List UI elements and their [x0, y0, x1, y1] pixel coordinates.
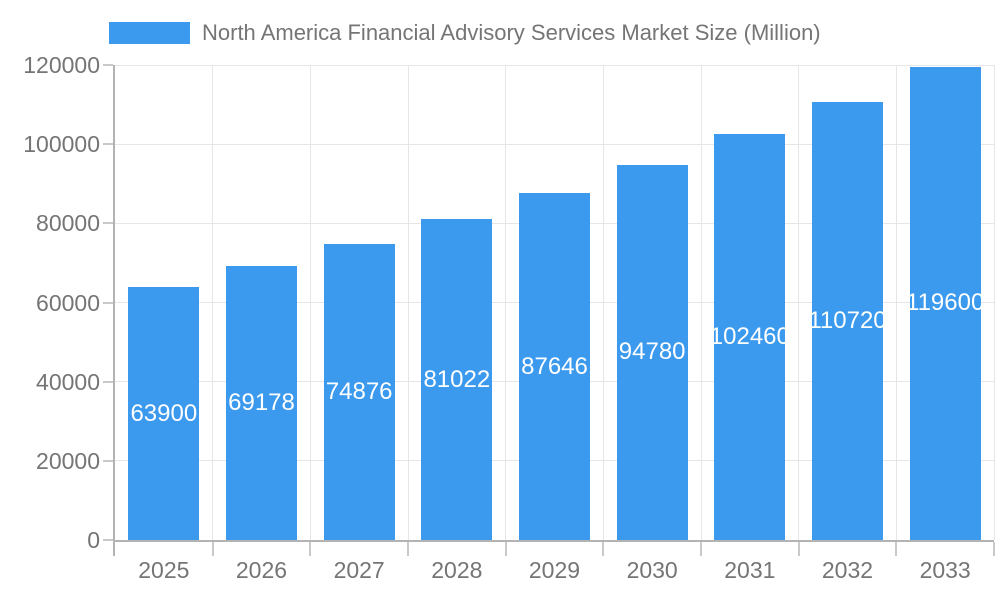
x-tick-label: 2027	[333, 557, 385, 583]
gridline-horizontal	[115, 143, 994, 145]
x-axis-tick	[309, 542, 312, 556]
bar: 119600	[909, 66, 981, 540]
bar-value-label: 63900	[130, 399, 198, 427]
y-axis-tick	[103, 459, 113, 462]
y-tick-label: 100000	[23, 131, 100, 158]
y-axis-tick	[103, 143, 113, 146]
bar-value-label: 87646	[521, 352, 588, 380]
x-tick-label: 2028	[431, 557, 483, 583]
gridline-vertical	[407, 65, 409, 540]
chart-legend-item[interactable]: North America Financial Advisory Service…	[109, 20, 821, 46]
y-tick-label: 80000	[36, 210, 100, 237]
bar: 102460	[714, 134, 786, 540]
y-axis-tick	[103, 301, 113, 304]
y-tick-label: 20000	[36, 447, 100, 474]
legend-swatch	[109, 22, 190, 44]
y-axis-line	[113, 65, 115, 556]
x-tick-label: 2029	[528, 557, 581, 583]
x-axis-tick	[895, 542, 898, 556]
x-axis-tick	[700, 542, 702, 556]
x-tick-label: 2030	[626, 557, 678, 583]
gridline-vertical	[895, 65, 897, 540]
gridline-vertical	[505, 65, 507, 540]
gridline-vertical	[212, 65, 214, 540]
y-axis-tick	[103, 222, 113, 225]
bar-value-label: 119600	[909, 289, 981, 317]
bar-value-label: 94780	[618, 338, 686, 366]
bar-value-label: 81022	[423, 365, 491, 393]
bar: 81022	[421, 219, 493, 540]
y-tick-label: 0	[87, 527, 100, 553]
y-tick-label: 120000	[23, 52, 100, 78]
x-tick-label: 2031	[724, 557, 776, 583]
bar: 74876	[323, 243, 395, 540]
bar: 69178	[226, 266, 297, 540]
bar-value-label: 110720	[812, 306, 883, 334]
bar-value-label: 69178	[228, 389, 295, 417]
gridline-horizontal	[115, 64, 994, 66]
x-axis-tick	[211, 542, 214, 556]
x-axis-tick	[993, 542, 995, 556]
gridline-vertical	[309, 65, 311, 540]
bar: 63900	[128, 287, 200, 540]
bar-value-label: 74876	[325, 377, 393, 405]
y-axis-tick	[103, 539, 113, 541]
y-axis-tick	[103, 380, 113, 383]
x-axis-tick	[797, 542, 800, 556]
x-tick-label: 2033	[919, 557, 971, 583]
y-axis-tick	[103, 64, 113, 66]
y-tick-label: 40000	[36, 368, 100, 395]
bar: 87646	[519, 193, 590, 540]
bar: 94780	[616, 164, 688, 540]
x-axis-line	[113, 540, 994, 542]
gridline-vertical	[993, 65, 995, 540]
gridline-vertical	[798, 65, 800, 540]
y-tick-label: 60000	[36, 289, 100, 316]
bar-value-label: 102460	[714, 323, 786, 351]
x-tick-label: 2026	[235, 557, 288, 583]
x-axis-tick	[407, 542, 409, 556]
legend-label: North America Financial Advisory Service…	[202, 20, 821, 45]
x-axis-tick	[602, 542, 605, 556]
x-tick-label: 2025	[138, 557, 190, 583]
gridline-vertical	[700, 65, 702, 540]
x-tick-label: 2032	[821, 557, 874, 583]
bar: 110720	[812, 101, 883, 540]
x-axis-tick	[504, 542, 507, 556]
gridline-vertical	[602, 65, 604, 540]
